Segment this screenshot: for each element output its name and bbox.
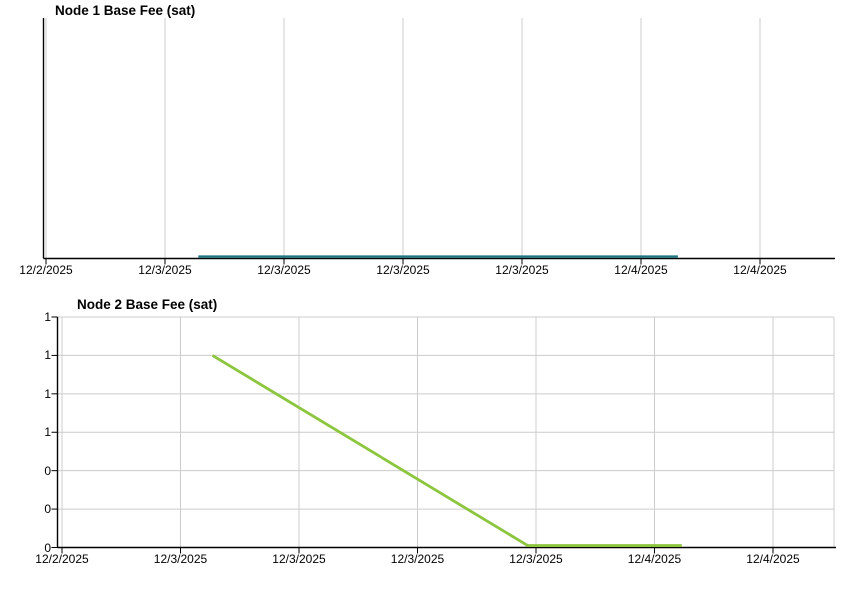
- y-axis-tick-label: 0: [44, 463, 51, 478]
- x-axis-tick-label: 12/4/2025: [627, 552, 682, 566]
- chart-2-plot: [51, 316, 836, 554]
- x-axis-tick-label: 12/2/2025: [35, 552, 89, 566]
- x-axis-tick-label: 12/2/2025: [19, 263, 73, 277]
- chart-1-plot: [42, 18, 835, 265]
- x-axis-tick-label: 12/4/2025: [746, 552, 800, 566]
- y-axis-tick-label: 1: [44, 348, 51, 363]
- x-axis-tick-label: 12/3/2025: [138, 263, 192, 277]
- x-axis-tick-label: 12/3/2025: [376, 263, 430, 277]
- x-axis-tick-label: 12/3/2025: [495, 263, 549, 277]
- node2-chart-title: Node 2 Base Fee (sat): [77, 297, 218, 312]
- x-axis-tick-label: 12/4/2025: [614, 263, 668, 277]
- y-axis-tick-label: 1: [44, 310, 51, 324]
- x-axis-tick-label: 12/3/2025: [390, 552, 445, 566]
- x-axis-tick-label: 12/3/2025: [257, 263, 311, 277]
- y-axis-tick-label: 1: [44, 386, 51, 401]
- node2-base-fee-line: [211, 354, 682, 547]
- x-axis-tick-label: 12/3/2025: [272, 552, 326, 566]
- x-axis-tick-label: 12/3/2025: [153, 552, 208, 566]
- x-axis-tick-label: 12/4/2025: [733, 263, 787, 277]
- x-axis-tick-label: 12/3/2025: [509, 552, 563, 566]
- node1-chart-title: Node 1 Base Fee (sat): [55, 3, 196, 18]
- y-axis-tick-label: 0: [44, 502, 51, 517]
- y-axis-tick-label: 1: [44, 425, 51, 440]
- y-axis-tick-label: 0: [44, 540, 51, 555]
